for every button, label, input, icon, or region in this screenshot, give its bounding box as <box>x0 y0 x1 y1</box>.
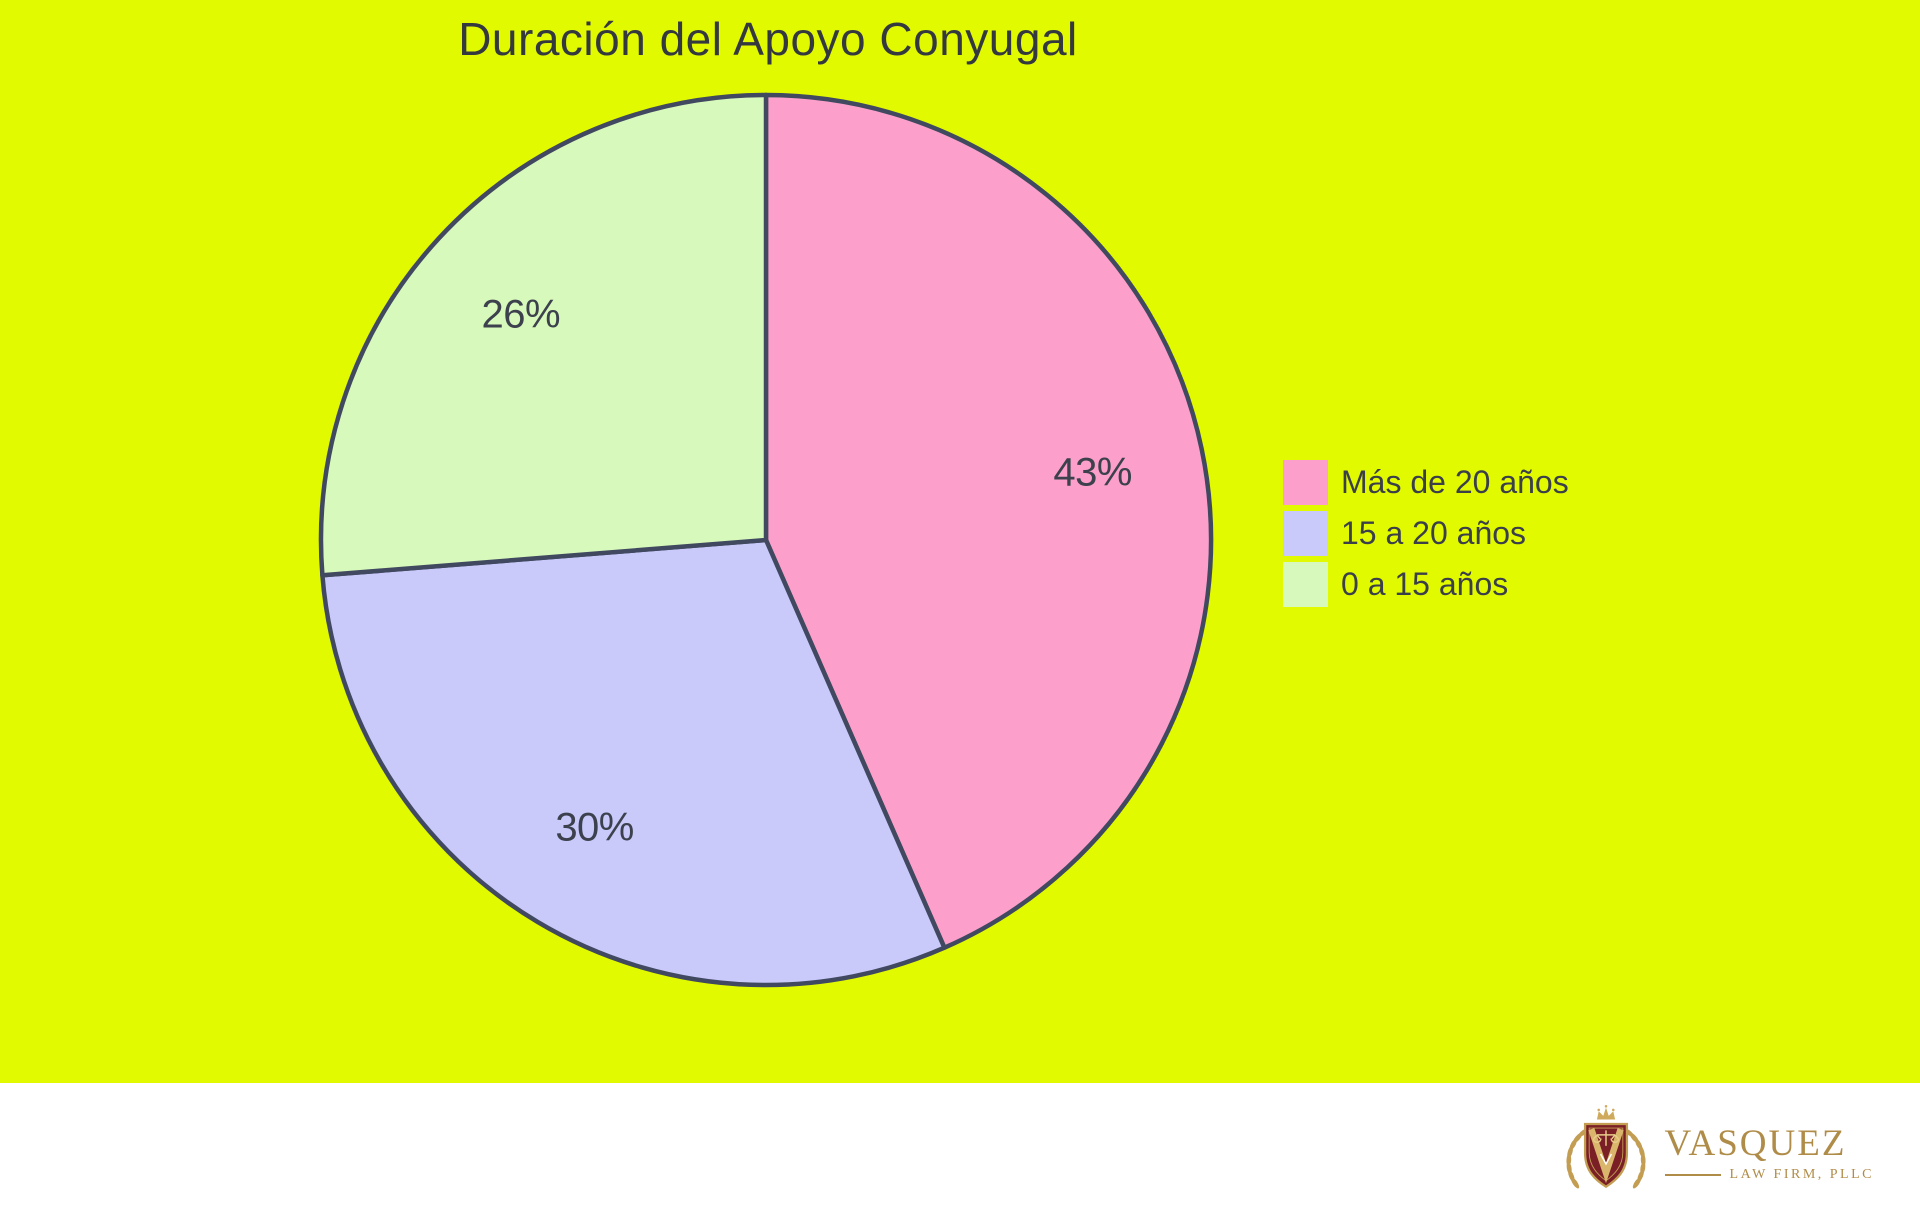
pie-slice-label: 26% <box>482 293 561 337</box>
chart-title: Duración del Apoyo Conyugal <box>458 13 1078 65</box>
footer: VASQUEZ LAW FIRM, PLLC <box>0 1083 1920 1215</box>
crown-icon <box>1596 1105 1615 1120</box>
brand-subrow: LAW FIRM, PLLC <box>1664 1166 1874 1183</box>
legend-item-label: 0 a 15 años <box>1341 566 1509 602</box>
pie-slice <box>318 92 769 578</box>
pie-slice <box>763 92 1214 950</box>
shield-icon <box>1583 1122 1628 1189</box>
legend-swatch <box>1283 562 1328 607</box>
scales-icon <box>1592 1130 1619 1146</box>
legend-item: 0 a 15 años <box>1283 562 1569 607</box>
pie-slice <box>320 537 947 988</box>
legend-item: Más de 20 años <box>1283 460 1569 505</box>
law-firm-crest-icon <box>1565 1105 1646 1189</box>
legend-item-label: 15 a 20 años <box>1341 515 1527 551</box>
brand-name: VASQUEZ <box>1664 1123 1847 1165</box>
logo-text: VASQUEZ LAW FIRM, PLLC <box>1664 1123 1874 1183</box>
legend: Más de 20 años 15 a 20 años 0 a 15 años <box>1283 460 1569 607</box>
legend-swatch <box>1283 511 1328 556</box>
legend-swatch <box>1283 460 1328 505</box>
chart-canvas: Duración del Apoyo Conyugal 43% 30% 26% Má… <box>0 0 1920 1083</box>
pie-chart: 43% 30% 26% <box>318 92 1214 988</box>
laurel-leaf <box>1632 1177 1641 1189</box>
legend-item: 15 a 20 años <box>1283 511 1569 556</box>
legend-item-label: Más de 20 años <box>1341 464 1569 500</box>
pie-slice-label: 43% <box>1053 451 1132 495</box>
brand-divider-line <box>1664 1173 1721 1176</box>
vasquez-law-firm-logo: VASQUEZ LAW FIRM, PLLC <box>1560 1104 1874 1204</box>
laurel-leaf <box>1570 1177 1579 1189</box>
brand-subtitle: LAW FIRM, PLLC <box>1729 1166 1874 1182</box>
pie-slice-label: 30% <box>555 805 634 849</box>
